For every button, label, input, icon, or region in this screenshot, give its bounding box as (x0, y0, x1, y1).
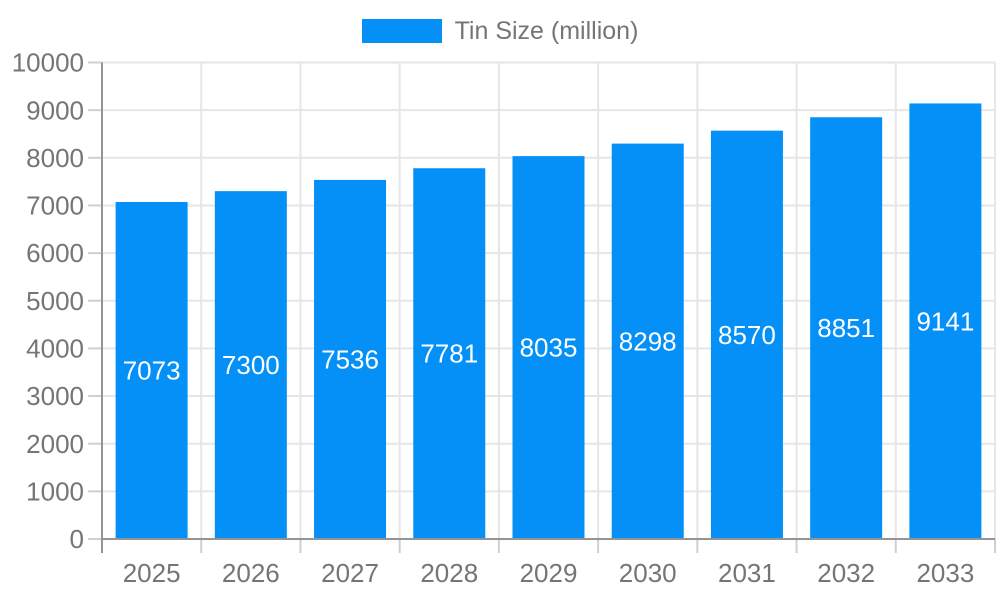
bar-value-label: 7300 (222, 350, 280, 380)
y-tick-label: 9000 (26, 95, 84, 125)
y-tick-label: 0 (70, 524, 84, 554)
bar-value-label: 7536 (321, 345, 379, 375)
y-tick-label: 2000 (26, 429, 84, 459)
bar-2027[interactable] (314, 179, 387, 539)
bar-2030[interactable] (611, 143, 684, 540)
bar-value-label: 8298 (619, 326, 677, 356)
bar-2029[interactable] (512, 156, 585, 539)
x-tick-label: 2027 (321, 558, 379, 588)
bar-2031[interactable] (710, 130, 783, 539)
legend-swatch (361, 19, 442, 43)
bar-value-label: 9141 (916, 306, 974, 336)
bar-value-label: 8851 (817, 313, 875, 343)
bar-2033[interactable] (909, 103, 982, 540)
x-tick-label: 2025 (123, 558, 181, 588)
legend-label: Tin Size (million) (454, 17, 639, 45)
x-tick-label: 2029 (520, 558, 578, 588)
y-tick-label: 1000 (26, 476, 84, 506)
bar-value-label: 7073 (123, 356, 181, 386)
y-tick-label: 4000 (26, 334, 84, 364)
x-tick-label: 2031 (718, 558, 776, 588)
x-tick-label: 2028 (420, 558, 478, 588)
bar-2025[interactable] (115, 201, 188, 539)
y-tick-label: 6000 (26, 238, 84, 268)
bar-2032[interactable] (810, 117, 883, 539)
bar-value-label: 8035 (520, 333, 578, 363)
legend[interactable]: Tin Size (million) (0, 18, 1000, 44)
x-tick-label: 2033 (916, 558, 974, 588)
x-tick-label: 2032 (817, 558, 875, 588)
y-tick-label: 10000 (12, 48, 84, 78)
bar-value-label: 8570 (718, 320, 776, 350)
x-tick-label: 2030 (619, 558, 677, 588)
y-tick-label: 5000 (26, 286, 84, 316)
y-tick-label: 7000 (26, 191, 84, 221)
bar-2028[interactable] (413, 168, 486, 539)
bar-value-label: 7781 (420, 339, 478, 369)
x-tick-label: 2026 (222, 558, 280, 588)
bar-2026[interactable] (214, 191, 287, 539)
y-tick-label: 8000 (26, 143, 84, 173)
y-tick-label: 3000 (26, 381, 84, 411)
